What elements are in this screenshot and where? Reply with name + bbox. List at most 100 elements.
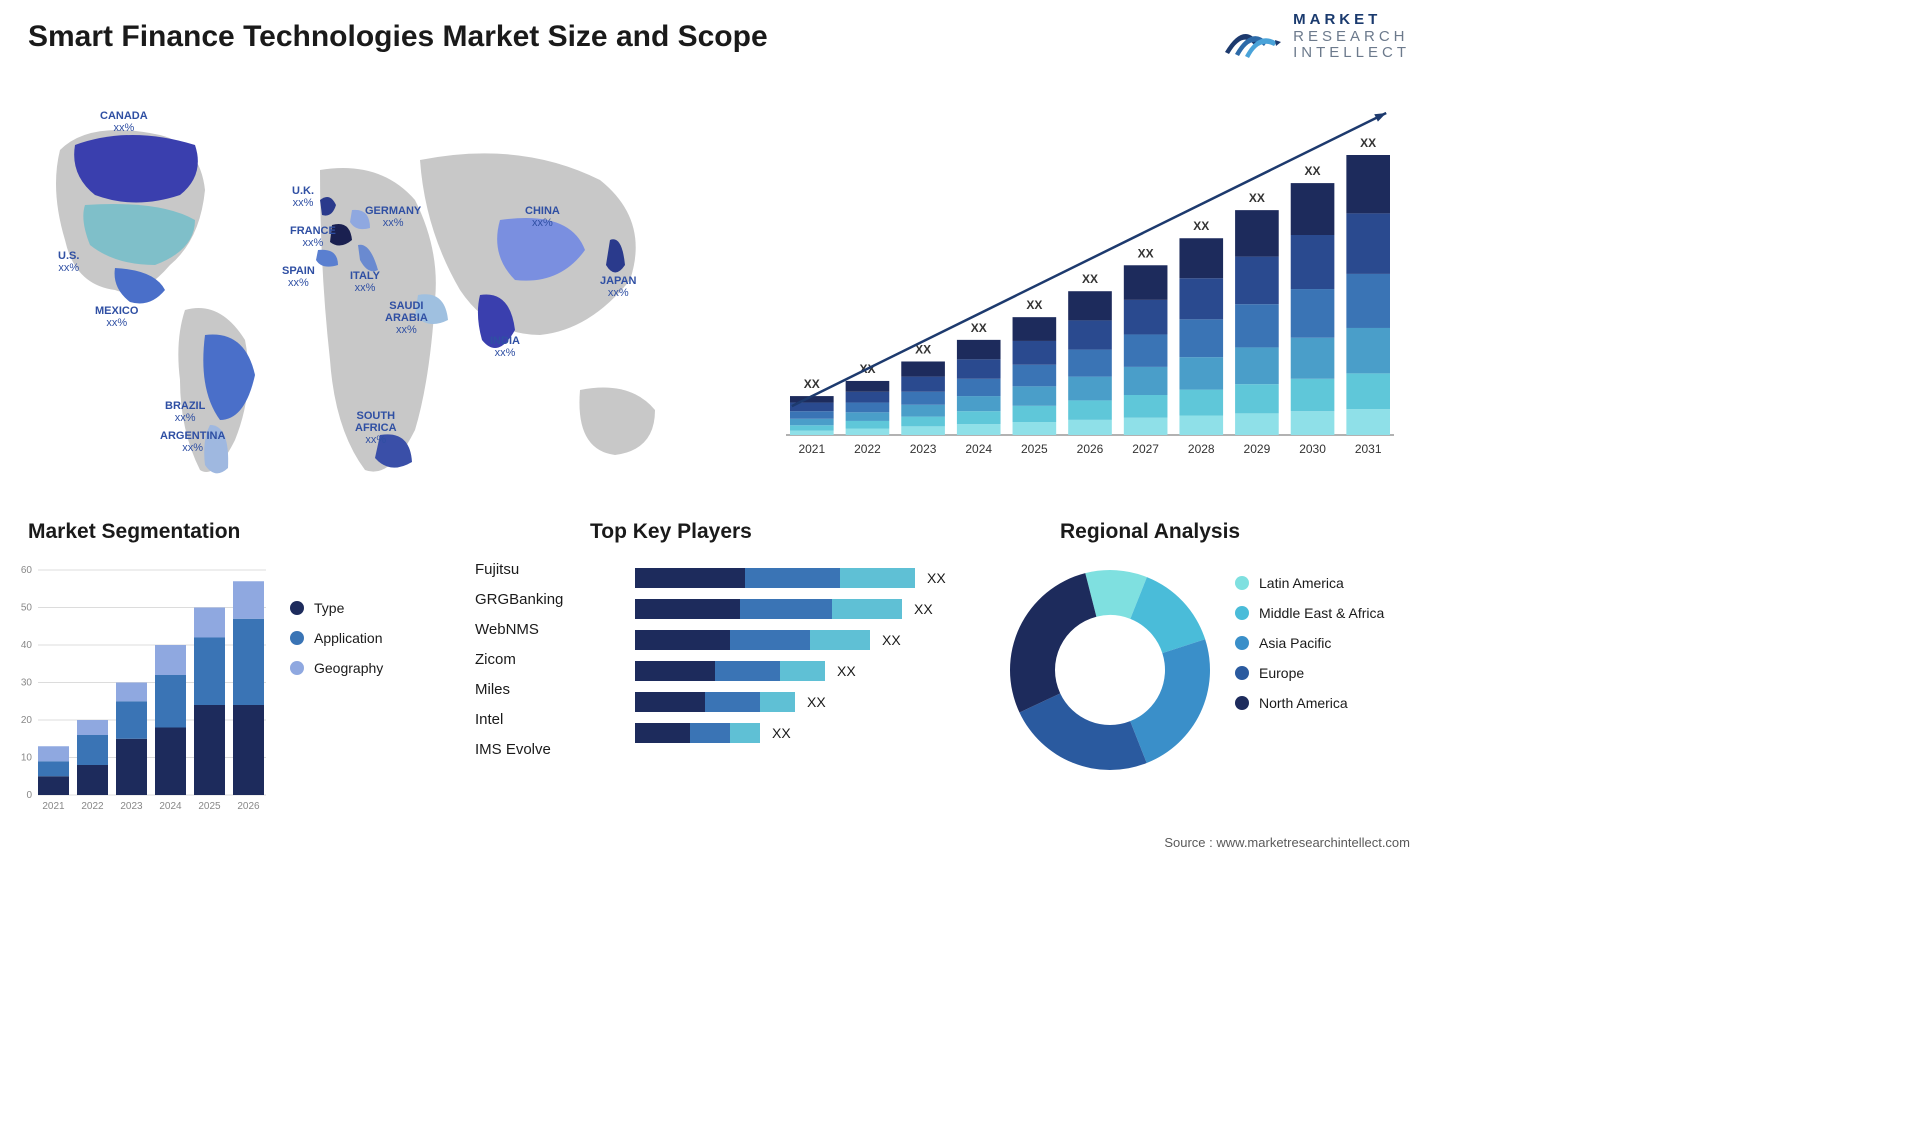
player-bar-seg	[635, 661, 715, 681]
growth-year-label-2030: 2030	[1299, 442, 1326, 456]
player-value-label: XX	[882, 632, 901, 648]
growth-bar-2027-seg3	[1124, 334, 1168, 366]
svg-text:2024: 2024	[159, 801, 182, 812]
growth-bar-2026-seg0	[1068, 420, 1112, 435]
growth-year-label-2029: 2029	[1244, 442, 1271, 456]
players-name-list: FujitsuGRGBankingWebNMSZicomMilesIntelIM…	[475, 555, 615, 765]
seg-bar-2025-geography	[194, 608, 225, 638]
map-label-italy: ITALYxx%	[350, 270, 380, 294]
player-bar-seg	[635, 599, 740, 619]
seg-bar-2021-geography	[38, 746, 69, 761]
seg-bar-2024-geography	[155, 645, 186, 675]
growth-bar-2031-seg3	[1346, 274, 1390, 328]
regional-legend: Latin AmericaMiddle East & AfricaAsia Pa…	[1235, 575, 1384, 725]
svg-text:20: 20	[21, 715, 33, 726]
growth-bar-2028-seg0	[1179, 416, 1223, 435]
growth-value-label-2031: XX	[1360, 136, 1376, 150]
svg-text:2022: 2022	[81, 801, 104, 812]
growth-bar-2027-seg2	[1124, 367, 1168, 395]
seg-legend-type: Type	[290, 600, 383, 616]
segmentation-title: Market Segmentation	[28, 520, 428, 544]
growth-bar-2025-seg5	[1013, 317, 1057, 341]
growth-year-label-2026: 2026	[1077, 442, 1104, 456]
growth-bar-2023-seg0	[901, 426, 945, 435]
player-bar-row-1: XX	[635, 599, 965, 619]
page-title: Smart Finance Technologies Market Size a…	[28, 20, 768, 54]
growth-bar-2029-seg2	[1235, 347, 1279, 384]
growth-bar-2030-seg0	[1291, 411, 1335, 435]
growth-bar-2027-seg1	[1124, 395, 1168, 418]
player-bar-seg	[840, 568, 915, 588]
player-bar-seg	[760, 692, 795, 712]
map-label-argentina: ARGENTINAxx%	[160, 430, 225, 454]
growth-value-label-2024: XX	[971, 321, 987, 335]
player-value-label: XX	[927, 570, 946, 586]
growth-bar-2023-seg2	[901, 405, 945, 417]
growth-bar-2030-seg4	[1291, 235, 1335, 289]
player-bar-row-5: XX	[635, 723, 965, 743]
player-name-intel: Intel	[475, 705, 615, 735]
growth-year-label-2025: 2025	[1021, 442, 1048, 456]
donut-seg-north-america	[1010, 573, 1096, 712]
regional-legend-middle-east-africa: Middle East & Africa	[1235, 605, 1384, 621]
growth-year-label-2021: 2021	[798, 442, 825, 456]
seg-bar-2023-geography	[116, 683, 147, 702]
svg-text:50: 50	[21, 603, 33, 614]
growth-bar-2025-seg2	[1013, 386, 1057, 405]
map-label-brazil: BRAZILxx%	[165, 400, 205, 424]
player-value-label: XX	[807, 694, 826, 710]
map-label-u-s-: U.S.xx%	[58, 250, 79, 274]
growth-bar-2025-seg3	[1013, 365, 1057, 387]
seg-legend-geography: Geography	[290, 660, 383, 676]
seg-bar-2026-application	[233, 619, 264, 705]
growth-bar-2022-seg4	[846, 392, 890, 403]
growth-year-label-2027: 2027	[1132, 442, 1159, 456]
growth-bar-2031-seg2	[1346, 328, 1390, 373]
growth-bar-2029-seg0	[1235, 413, 1279, 435]
growth-bar-2030-seg5	[1291, 183, 1335, 235]
growth-bar-2029-seg5	[1235, 210, 1279, 256]
player-name-webnms: WebNMS	[475, 615, 615, 645]
player-bar-seg	[705, 692, 760, 712]
growth-bar-2023-seg1	[901, 417, 945, 427]
player-bar-seg	[635, 568, 745, 588]
map-label-india: INDIAxx%	[490, 335, 520, 359]
seg-legend-application: Application	[290, 630, 383, 646]
player-bar-seg	[635, 723, 690, 743]
seg-bar-2025-type	[194, 705, 225, 795]
seg-bar-2022-geography	[77, 720, 108, 735]
map-label-china: CHINAxx%	[525, 205, 560, 229]
player-bar-row-4: XX	[635, 692, 965, 712]
player-bar-seg	[745, 568, 840, 588]
growth-bar-2028-seg3	[1179, 319, 1223, 357]
growth-bar-2024-seg2	[957, 396, 1001, 411]
growth-value-label-2026: XX	[1082, 272, 1098, 286]
growth-bar-2027-seg5	[1124, 265, 1168, 300]
svg-text:40: 40	[21, 640, 33, 651]
player-bar-seg	[635, 630, 730, 650]
growth-year-label-2024: 2024	[965, 442, 992, 456]
growth-bar-2022-seg5	[846, 381, 890, 392]
legend-dot-icon	[1235, 666, 1249, 680]
growth-year-label-2023: 2023	[910, 442, 937, 456]
growth-bar-2021-seg1	[790, 425, 834, 430]
seg-bar-2021-type	[38, 776, 69, 795]
player-name-zicom: Zicom	[475, 645, 615, 675]
seg-bar-2026-geography	[233, 581, 264, 619]
player-bar-row-2: XX	[635, 630, 965, 650]
seg-bar-2025-application	[194, 638, 225, 706]
players-bar-chart: XXXXXXXXXXXX	[635, 568, 965, 754]
growth-bar-2026-seg3	[1068, 350, 1112, 377]
growth-bar-2021-seg2	[790, 419, 834, 425]
growth-bar-2023-seg4	[901, 377, 945, 392]
map-label-canada: CANADAxx%	[100, 110, 148, 134]
seg-bar-2023-type	[116, 739, 147, 795]
player-bar-seg	[780, 661, 825, 681]
player-bar-seg	[715, 661, 780, 681]
growth-bar-2031-seg5	[1346, 155, 1390, 213]
growth-bar-2030-seg2	[1291, 338, 1335, 379]
growth-bar-2023-seg3	[901, 392, 945, 405]
growth-bar-2028-seg2	[1179, 357, 1223, 389]
regional-donut-chart	[1000, 560, 1220, 780]
growth-bar-2029-seg3	[1235, 304, 1279, 347]
